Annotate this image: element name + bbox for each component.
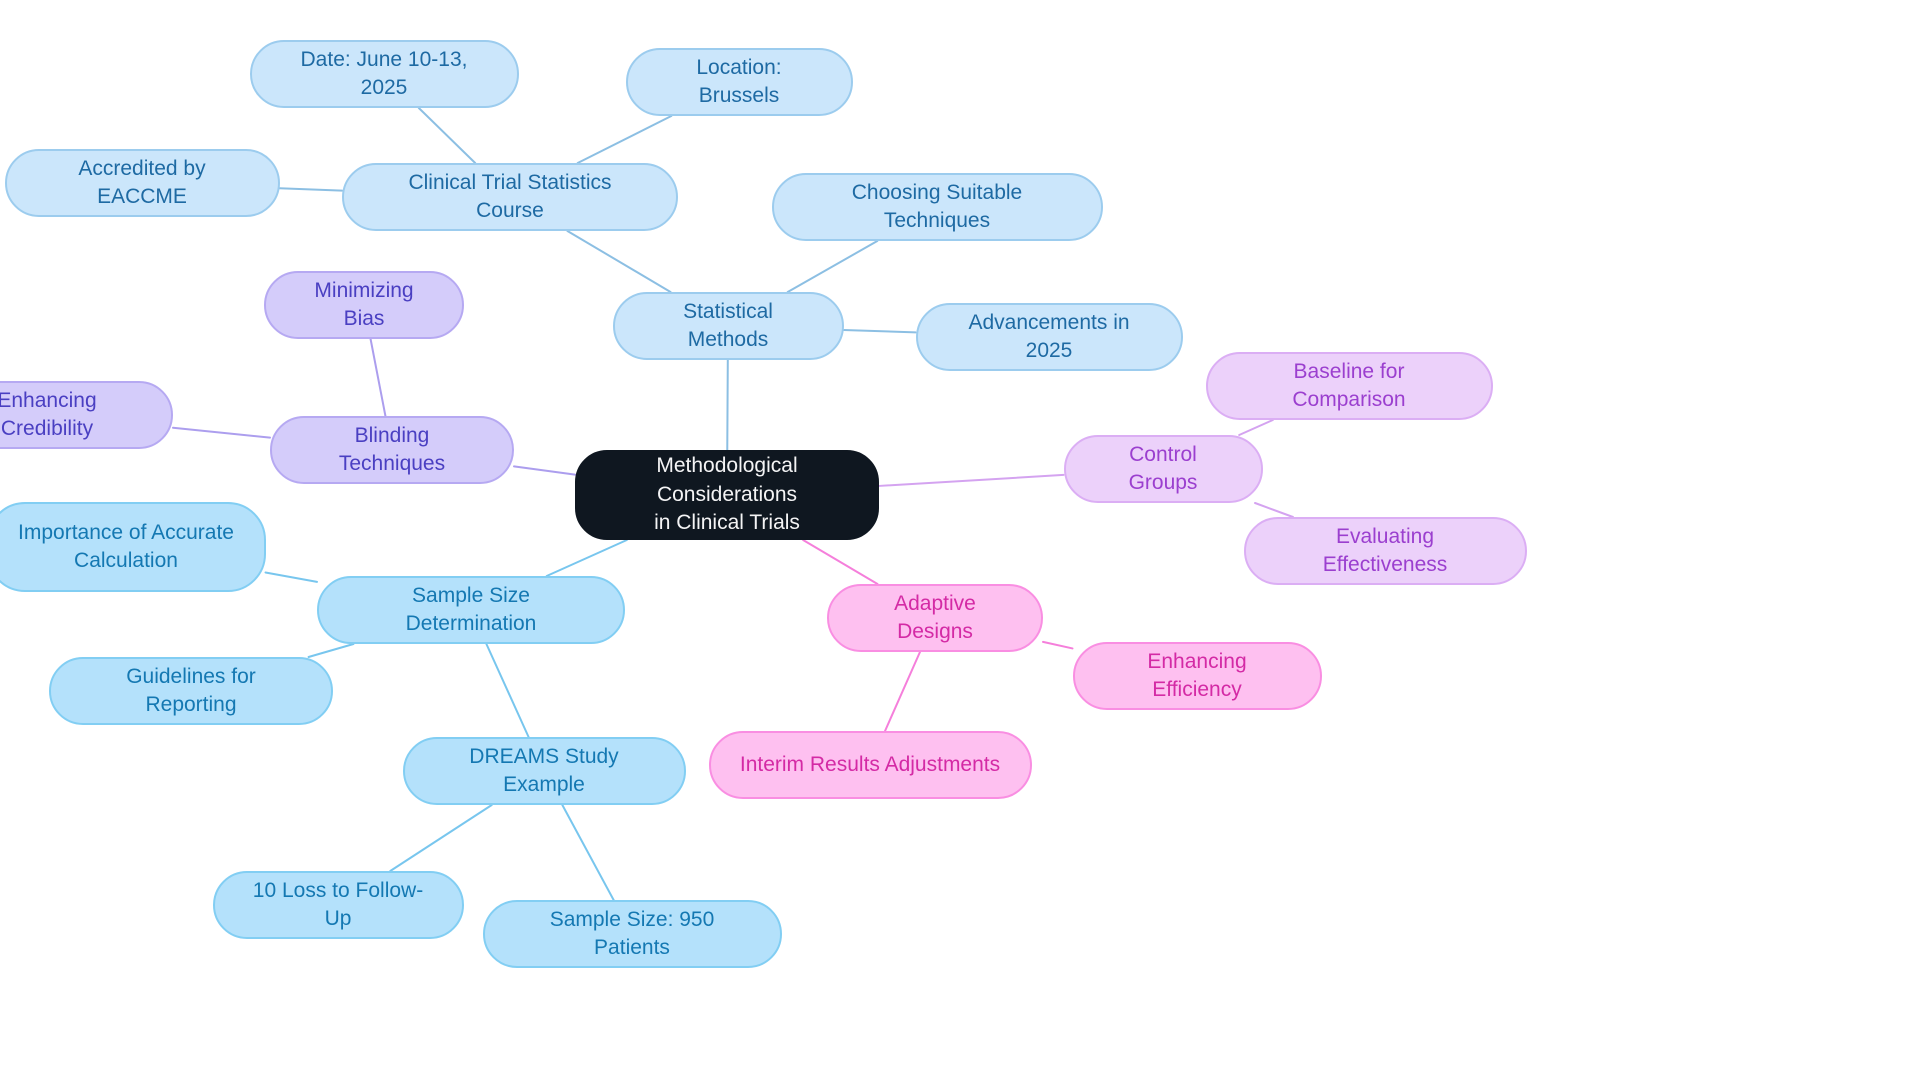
edge-sample-sample_acc	[266, 572, 318, 581]
edge-course-course_acc	[280, 188, 343, 190]
edge-center-control	[879, 475, 1064, 486]
node-course_acc: Accredited by EACCME	[5, 149, 280, 217]
edge-dreams-dreams_size	[562, 805, 613, 900]
node-stat_adv: Advancements in 2025	[916, 303, 1183, 371]
node-course_loc: Location: Brussels	[626, 48, 853, 116]
node-course_date: Date: June 10-13, 2025	[250, 40, 519, 108]
node-sample_guide: Guidelines for Reporting	[49, 657, 333, 725]
node-sample_acc: Importance of Accurate Calculation	[0, 502, 266, 592]
edge-control-control_base	[1239, 420, 1273, 435]
node-adapt_int: Interim Results Adjustments	[709, 731, 1032, 799]
node-stat: Statistical Methods	[613, 292, 844, 360]
edge-sample-dreams	[486, 644, 528, 737]
edge-stat-stat_choose	[788, 241, 878, 292]
node-sample: Sample Size Determination	[317, 576, 625, 644]
node-dreams_loss: 10 Loss to Follow-Up	[213, 871, 464, 939]
edge-course-course_loc	[578, 116, 672, 163]
node-adapt_eff: Enhancing Efficiency	[1073, 642, 1322, 710]
edge-blind-blind_min	[371, 339, 386, 416]
node-adapt: Adaptive Designs	[827, 584, 1043, 652]
mindmap-canvas: Methodological Considerations in Clinica…	[0, 0, 1920, 1083]
node-course: Clinical Trial Statistics Course	[342, 163, 678, 231]
edge-stat-stat_adv	[844, 330, 916, 332]
node-control: Control Groups	[1064, 435, 1263, 503]
node-stat_choose: Choosing Suitable Techniques	[772, 173, 1103, 241]
edge-center-adapt	[803, 540, 877, 584]
node-blind: Blinding Techniques	[270, 416, 514, 484]
edge-adapt-adapt_eff	[1043, 642, 1073, 649]
node-center: Methodological Considerations in Clinica…	[575, 450, 879, 540]
edge-dreams-dreams_loss	[390, 805, 491, 871]
edge-sample-sample_guide	[309, 644, 354, 657]
edge-center-blind	[514, 466, 575, 474]
edge-center-stat	[727, 360, 728, 450]
edge-adapt-adapt_int	[885, 652, 920, 731]
node-blind_enh: Enhancing Credibility	[0, 381, 173, 449]
edge-stat-course	[567, 231, 670, 292]
node-blind_min: Minimizing Bias	[264, 271, 464, 339]
edge-center-sample	[547, 540, 627, 576]
edge-course-course_date	[419, 108, 475, 163]
node-dreams_size: Sample Size: 950 Patients	[483, 900, 782, 968]
edge-control-control_eval	[1255, 503, 1293, 517]
node-control_base: Baseline for Comparison	[1206, 352, 1493, 420]
edge-blind-blind_enh	[173, 428, 270, 438]
node-control_eval: Evaluating Effectiveness	[1244, 517, 1527, 585]
node-dreams: DREAMS Study Example	[403, 737, 686, 805]
